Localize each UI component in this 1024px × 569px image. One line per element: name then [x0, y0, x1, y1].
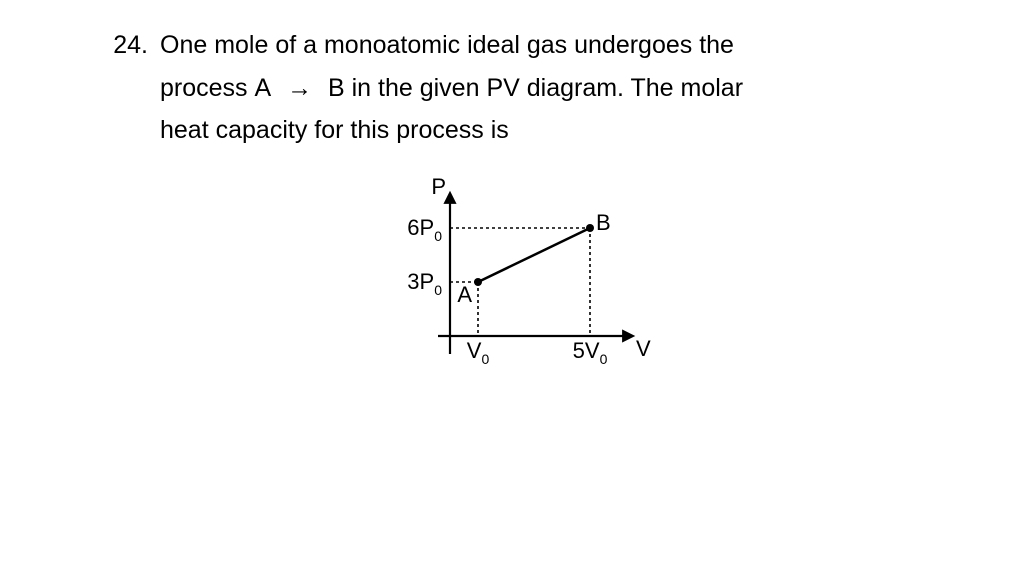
svg-text:V: V: [636, 336, 651, 361]
svg-text:B: B: [596, 210, 611, 235]
process-from: A: [254, 74, 271, 102]
qline2-post: in the given PV diagram. The molar: [352, 74, 743, 102]
question-container: 24. One mole of a monoatomic ideal gas u…: [100, 24, 920, 401]
qline1: One mole of a monoatomic ideal gas under…: [160, 31, 734, 59]
question-text: One mole of a monoatomic ideal gas under…: [160, 24, 920, 152]
qline2-pre: process: [160, 74, 254, 102]
qline3: heat capacity for this process is: [160, 116, 509, 144]
svg-text:5V0: 5V0: [573, 338, 608, 367]
svg-text:3P0: 3P0: [407, 269, 442, 298]
svg-text:P: P: [431, 176, 446, 199]
svg-text:6P0: 6P0: [407, 215, 442, 244]
svg-text:A: A: [457, 282, 472, 307]
question-number: 24.: [100, 24, 160, 67]
pv-svg: P V A B 3P0 6P0 V0 5V0: [360, 176, 660, 396]
process-to: B: [328, 74, 345, 102]
question-row: 24. One mole of a monoatomic ideal gas u…: [100, 24, 920, 152]
diagram-wrap: P V A B 3P0 6P0 V0 5V0: [100, 176, 920, 401]
pv-diagram: P V A B 3P0 6P0 V0 5V0: [360, 176, 660, 396]
svg-text:V0: V0: [467, 338, 490, 367]
arrow-icon: →: [287, 74, 312, 102]
